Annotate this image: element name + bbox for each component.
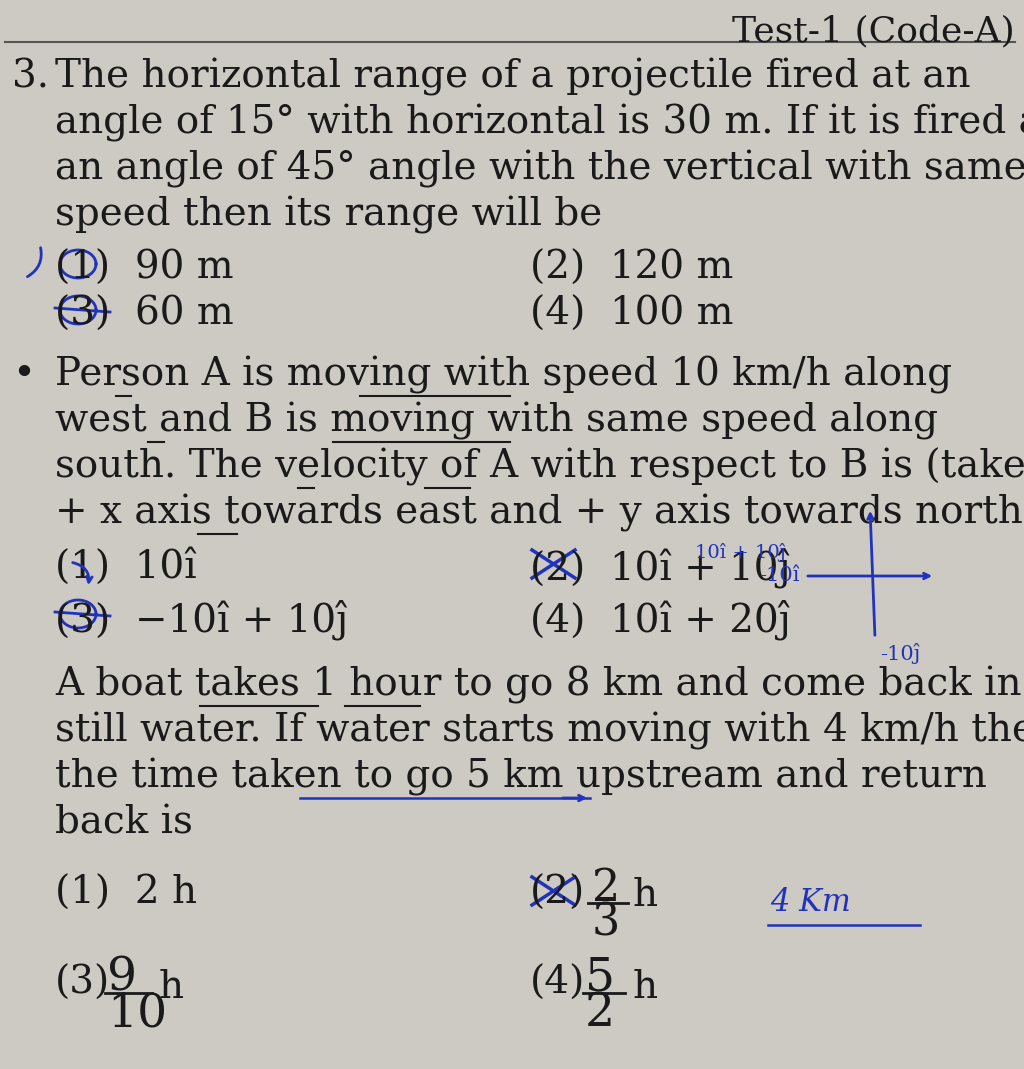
Text: west and B is moving with same speed along: west and B is moving with same speed alo… [55, 402, 938, 440]
Text: 10: 10 [106, 991, 167, 1036]
Text: (3): (3) [55, 965, 111, 1002]
Text: h: h [633, 969, 658, 1006]
Text: 4 Km: 4 Km [770, 887, 851, 918]
Text: A boat takes 1 hour to go 8 km and come back in: A boat takes 1 hour to go 8 km and come … [55, 666, 1022, 704]
Text: -10ĵ: -10ĵ [880, 642, 921, 664]
Text: (4)  100 m: (4) 100 m [530, 296, 733, 334]
Text: •: • [12, 356, 35, 393]
Text: (3)  −10î + 10ĵ: (3) −10î + 10ĵ [55, 600, 348, 640]
Text: still water. If water starts moving with 4 km/h then: still water. If water starts moving with… [55, 712, 1024, 750]
Text: (2)  120 m: (2) 120 m [530, 250, 733, 286]
Text: (4): (4) [530, 965, 586, 1002]
Text: (2): (2) [530, 876, 586, 912]
Text: 3: 3 [592, 901, 621, 944]
Text: Test-1 (Code-A): Test-1 (Code-A) [732, 14, 1015, 48]
Text: 5: 5 [585, 955, 615, 1001]
Text: (1)  10î: (1) 10î [55, 548, 197, 586]
Text: an angle of 45° angle with the vertical with same: an angle of 45° angle with the vertical … [55, 150, 1024, 188]
Text: 2: 2 [585, 991, 615, 1036]
Text: The horizontal range of a projectile fired at an: The horizontal range of a projectile fir… [55, 58, 971, 96]
Text: 10î + 10ĵ: 10î + 10ĵ [694, 543, 785, 562]
Text: h: h [159, 969, 184, 1006]
Text: h: h [633, 877, 658, 914]
Text: 2: 2 [592, 867, 621, 910]
Text: Person A is moving with speed 10 km/h along: Person A is moving with speed 10 km/h al… [55, 356, 952, 394]
Text: speed then its range will be: speed then its range will be [55, 196, 602, 234]
Text: the time taken to go 5 km upstream and return: the time taken to go 5 km upstream and r… [55, 758, 987, 796]
Text: (3)  60 m: (3) 60 m [55, 296, 233, 334]
Text: (4)  10î + 20ĵ: (4) 10î + 20ĵ [530, 600, 791, 640]
Text: (1)  2 h: (1) 2 h [55, 876, 198, 912]
Text: south. The velocity of A with respect to B is (take: south. The velocity of A with respect to… [55, 448, 1024, 486]
Text: -10î: -10î [760, 566, 800, 585]
Text: (2)  10î + 10ĵ: (2) 10î + 10ĵ [530, 548, 791, 589]
Text: back is: back is [55, 804, 193, 841]
Text: angle of 15° with horizontal is 30 m. If it is fired at: angle of 15° with horizontal is 30 m. If… [55, 104, 1024, 142]
Text: 3.: 3. [12, 58, 49, 95]
Text: 9: 9 [106, 955, 137, 1001]
Text: + x axis towards east and + y axis towards north): + x axis towards east and + y axis towar… [55, 494, 1024, 532]
Text: (1)  90 m: (1) 90 m [55, 250, 233, 286]
